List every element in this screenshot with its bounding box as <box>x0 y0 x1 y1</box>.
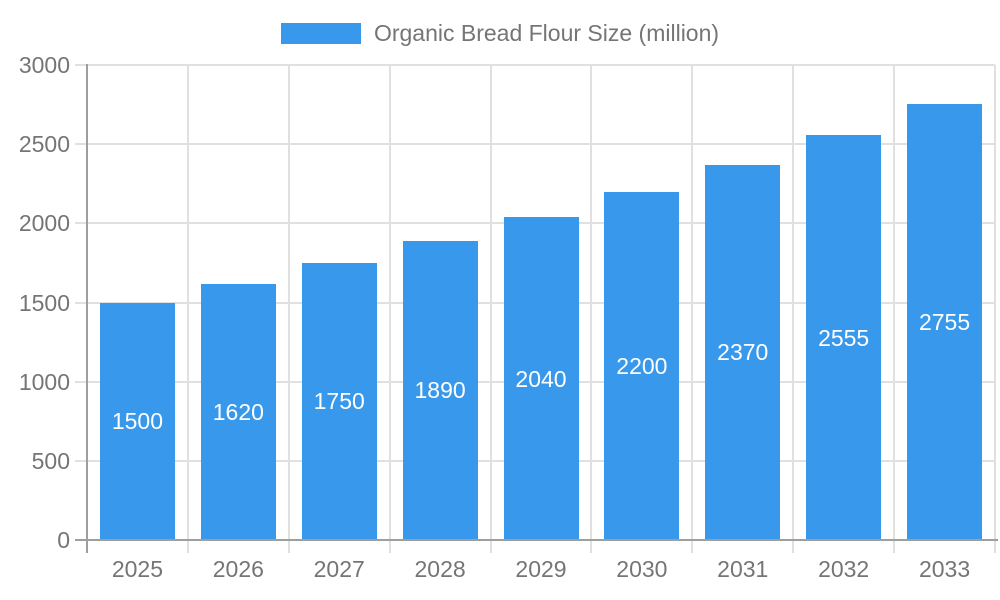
x-axis-label: 2032 <box>818 556 870 582</box>
x-gridline <box>388 65 391 553</box>
y-axis-label: 3000 <box>18 52 70 78</box>
bar <box>503 217 579 540</box>
x-axis-label: 2027 <box>313 556 365 582</box>
x-gridline <box>590 65 593 553</box>
bar-value-label: 2200 <box>616 352 668 379</box>
x-gridline <box>994 65 996 553</box>
bar <box>907 103 983 540</box>
legend: Organic Bread Flour Size (million) <box>0 20 1000 46</box>
x-gridline <box>691 65 694 553</box>
x-axis-label: 2025 <box>111 556 164 582</box>
y-axis-label: 500 <box>31 447 70 474</box>
x-gridline <box>792 65 795 553</box>
x-axis-label: 2033 <box>918 556 971 582</box>
x-gridline <box>893 65 896 553</box>
y-gridline <box>75 64 995 66</box>
x-axis-label: 2031 <box>717 556 769 582</box>
y-axis-label: 2000 <box>18 210 70 237</box>
bar <box>99 302 175 540</box>
bar-value-label: 1620 <box>212 398 264 425</box>
legend-label: Organic Bread Flour Size (million) <box>373 20 720 46</box>
bar <box>806 135 882 540</box>
x-axis-label: 2029 <box>515 556 567 582</box>
x-axis-label: 2026 <box>212 556 264 582</box>
bar <box>705 164 781 540</box>
y-axis-label: 0 <box>57 527 70 553</box>
x-gridline <box>287 65 290 553</box>
x-gridline <box>186 65 189 553</box>
x-axis-line <box>75 539 998 541</box>
bar-value-label: 2555 <box>818 324 870 351</box>
bar-value-label: 1500 <box>111 408 164 435</box>
y-axis-label: 1000 <box>18 368 70 395</box>
bar-value-label: 2370 <box>717 339 769 366</box>
y-axis-label: 1500 <box>18 289 70 316</box>
x-axis-label: 2030 <box>616 556 668 582</box>
bar-value-label: 1750 <box>313 388 365 415</box>
bar <box>604 191 680 540</box>
bar <box>200 283 276 540</box>
x-axis-label: 2028 <box>414 556 466 582</box>
bar <box>301 262 377 540</box>
y-axis-line <box>86 64 88 553</box>
y-axis-label: 2500 <box>18 131 70 158</box>
bar-value-label: 2755 <box>918 308 971 335</box>
bar <box>402 240 478 540</box>
x-gridline <box>489 65 492 553</box>
legend-color-swatch <box>280 22 361 44</box>
bar-value-label: 2040 <box>515 365 567 392</box>
y-gridline <box>75 143 995 146</box>
bar-value-label: 1890 <box>414 377 466 404</box>
